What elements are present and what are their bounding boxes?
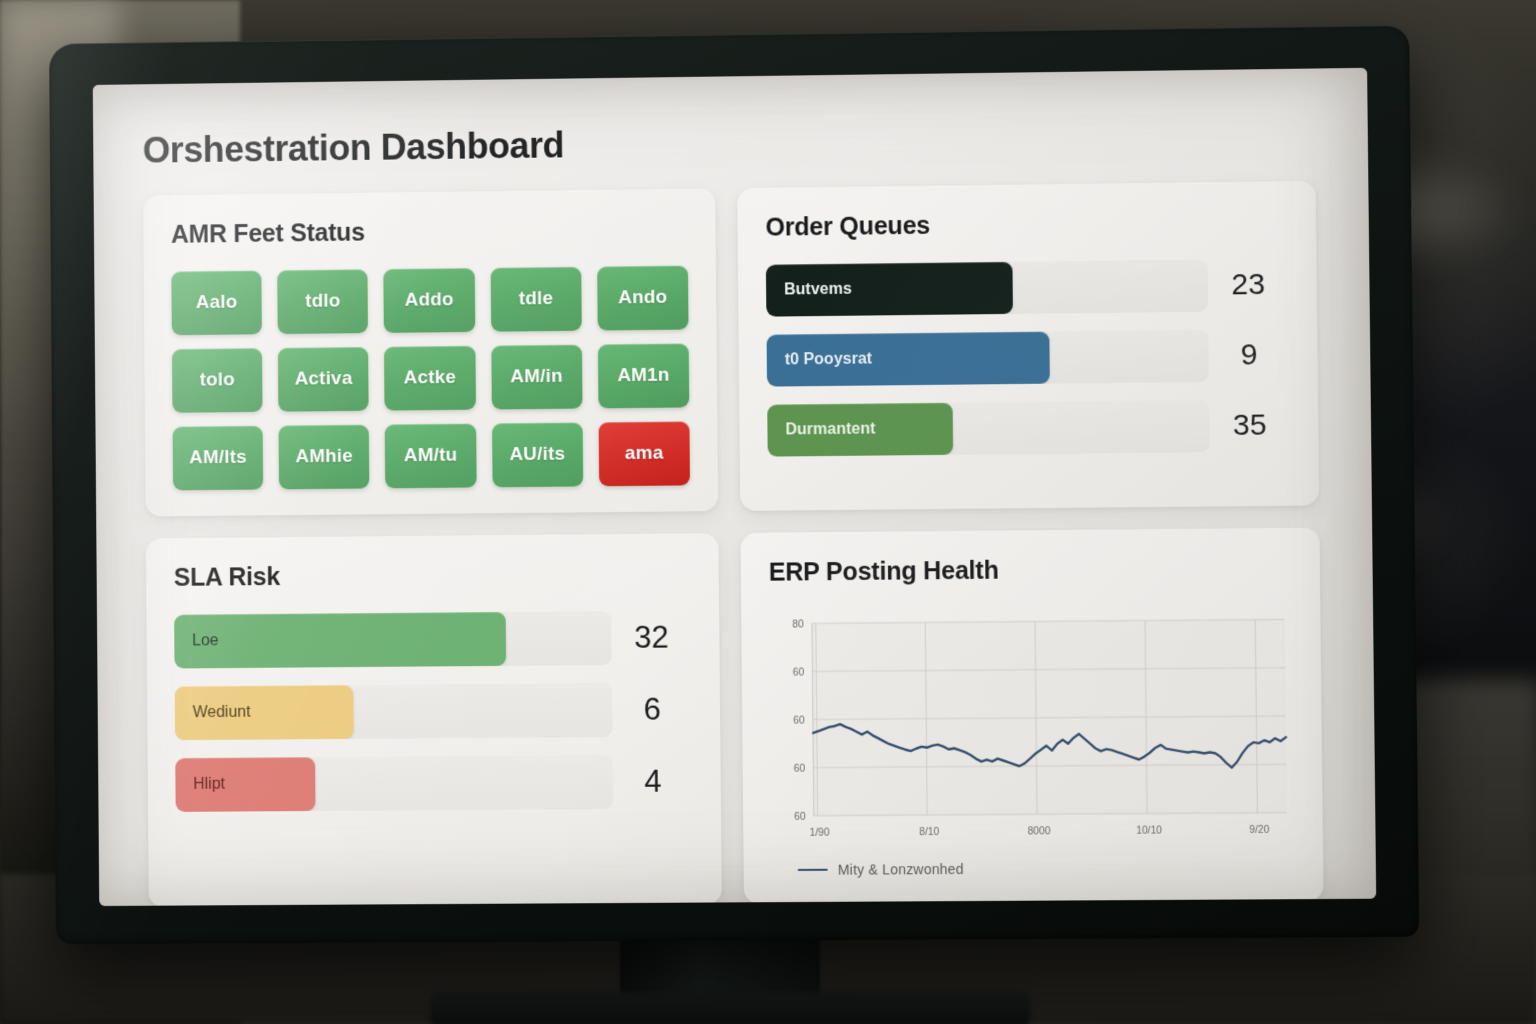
erp-chart-svg: 80 60 60 60 60 1/90 8/10 8000 10/10 9/20 [769, 605, 1295, 860]
monitor-bezel: Orshestration Dashboard AMR Feet Status … [49, 25, 1419, 944]
bar-track: Butvems [766, 260, 1208, 317]
bar-row[interactable]: Butvems 23 [766, 259, 1289, 317]
fleet-tile-label: AM/tu [404, 445, 458, 467]
fleet-tile[interactable]: tdle [490, 267, 581, 332]
dashboard-root: Orshestration Dashboard AMR Feet Status … [93, 68, 1376, 906]
legend-line-swatch [798, 869, 828, 872]
fleet-tile[interactable]: AM1n [598, 343, 690, 408]
bar-row[interactable]: Durmantent 35 [767, 399, 1290, 456]
fleet-tile[interactable]: ama [598, 421, 690, 486]
chart-x-tick-label: 9/20 [1249, 823, 1269, 836]
monitor-stand-base [430, 992, 1030, 1024]
chart-legend: Mity & Lonzwonhed [798, 859, 1295, 878]
dashboard-grid: AMR Feet Status Aalo tdlo Addo tdle Ando tolo… [143, 181, 1323, 892]
fleet-tile-label: ama [625, 443, 664, 465]
bar-track: t0 Pooysrat [767, 330, 1209, 387]
fleet-tile[interactable]: Aalo [171, 271, 262, 336]
fleet-tile[interactable]: AM/in [491, 345, 582, 410]
bar-fill: t0 Pooysrat [767, 332, 1050, 387]
bar-fill: Butvems [766, 262, 1013, 317]
panel-title-erp: ERP Posting Health [769, 554, 1292, 588]
fleet-tile[interactable]: tolo [172, 348, 263, 413]
bar-label: Hlipt [193, 776, 225, 794]
fleet-tile-label: AM/lts [189, 447, 247, 469]
fleet-tile-label: AMhie [295, 446, 353, 468]
bar-value: 35 [1209, 408, 1290, 443]
bar-track: Wediunt [175, 683, 613, 740]
fleet-tile-label: Addo [405, 289, 454, 311]
fleet-tile-label: Aalo [196, 292, 238, 314]
chart-x-tick-label: 8/10 [919, 826, 939, 839]
bar-fill: Loe [174, 612, 506, 669]
fleet-tile[interactable]: Ando [597, 266, 689, 331]
legend-label: Mity & Lonzwonhed [838, 861, 964, 878]
photo-scene: Orshestration Dashboard AMR Feet Status … [0, 0, 1536, 1024]
fleet-tile-label: tdle [519, 288, 554, 310]
panel-amr-fleet-status: AMR Feet Status Aalo tdlo Addo tdle Ando tolo… [143, 188, 718, 516]
bar-label: Loe [192, 632, 219, 650]
chart-y-tick-label: 60 [793, 666, 805, 679]
bar-label: Wediunt [193, 704, 251, 722]
erp-line-chart: 80 60 60 60 60 1/90 8/10 8000 10/10 9/20 [769, 605, 1295, 860]
bar-track: Durmantent [767, 400, 1209, 457]
bar-fill: Wediunt [175, 685, 354, 740]
bar-row[interactable]: Wediunt 6 [175, 682, 693, 740]
panel-title-fleet: AMR Feet Status [171, 215, 688, 250]
monitor-screen: Orshestration Dashboard AMR Feet Status … [93, 68, 1376, 906]
bar-value: 9 [1208, 338, 1289, 373]
bar-row[interactable]: Loe 32 [174, 610, 692, 668]
fleet-tile[interactable]: AM/lts [173, 426, 264, 491]
chart-y-tick-label: 60 [794, 810, 806, 823]
bar-row[interactable]: t0 Pooysrat 9 [767, 329, 1290, 387]
fleet-tile[interactable]: Addo [384, 268, 475, 333]
bar-fill: Hlipt [175, 757, 315, 812]
bar-label: Durmantent [785, 421, 875, 440]
fleet-tile[interactable]: AMhie [279, 425, 370, 490]
sla-bar-list: Loe 32 Wediunt 6 Hlipt 4 [174, 610, 693, 812]
fleet-tile[interactable]: Actke [384, 346, 475, 411]
bar-value: 32 [611, 619, 691, 656]
fleet-tile-label: tdlo [305, 291, 341, 313]
panel-erp-posting-health: ERP Posting Health 80 60 60 60 60 1/90 8/10 800… [740, 528, 1323, 905]
fleet-tile-label: Actke [404, 367, 457, 389]
fleet-tile[interactable]: tdlo [277, 269, 368, 334]
chart-x-tick-label: 1/90 [810, 826, 830, 839]
panel-title-queues: Order Queues [765, 207, 1288, 242]
fleet-tile-label: tolo [200, 369, 235, 391]
fleet-tile[interactable]: AU/its [492, 423, 583, 488]
bar-row[interactable]: Hlipt 4 [175, 754, 693, 811]
bar-label: t0 Pooysrat [785, 350, 872, 369]
chart-x-tick-label: 8000 [1028, 825, 1051, 838]
fleet-tile-label: AM/in [510, 366, 563, 389]
bar-label: Butvems [784, 281, 852, 300]
panel-sla-risk: SLA Risk Loe 32 Wediunt 6 Hlipt 4 [146, 533, 722, 906]
fleet-tile-label: Ando [618, 287, 667, 310]
fleet-tile[interactable]: AM/tu [385, 424, 476, 489]
panel-order-queues: Order Queues Butvems 23 t0 Pooysrat 9 Durman… [737, 181, 1319, 511]
chart-x-tick-label: 10/10 [1136, 824, 1162, 837]
bar-value: 4 [613, 763, 693, 800]
fleet-tile-label: AM1n [617, 365, 670, 388]
bar-value: 23 [1208, 268, 1289, 303]
queue-bar-list: Butvems 23 t0 Pooysrat 9 Durmantent 35 [766, 259, 1291, 457]
fleet-tile-label: Activa [295, 368, 353, 391]
fleet-tile-label: AU/its [509, 444, 565, 467]
bar-value: 6 [612, 691, 692, 728]
chart-y-tick-label: 60 [794, 762, 806, 775]
chart-y-tick-label: 80 [792, 618, 804, 631]
chart-y-tick-label: 60 [793, 714, 805, 727]
bar-fill: Durmantent [767, 403, 953, 457]
bar-track: Hlipt [175, 755, 613, 812]
bar-track: Loe [174, 611, 612, 668]
fleet-tile[interactable]: Activa [278, 347, 369, 412]
fleet-tile-grid: Aalo tdlo Addo tdle Ando tolo Activa Actke AM/in… [171, 266, 690, 491]
panel-title-sla: SLA Risk [174, 559, 691, 592]
page-title: Orshestration Dashboard [143, 115, 1316, 172]
